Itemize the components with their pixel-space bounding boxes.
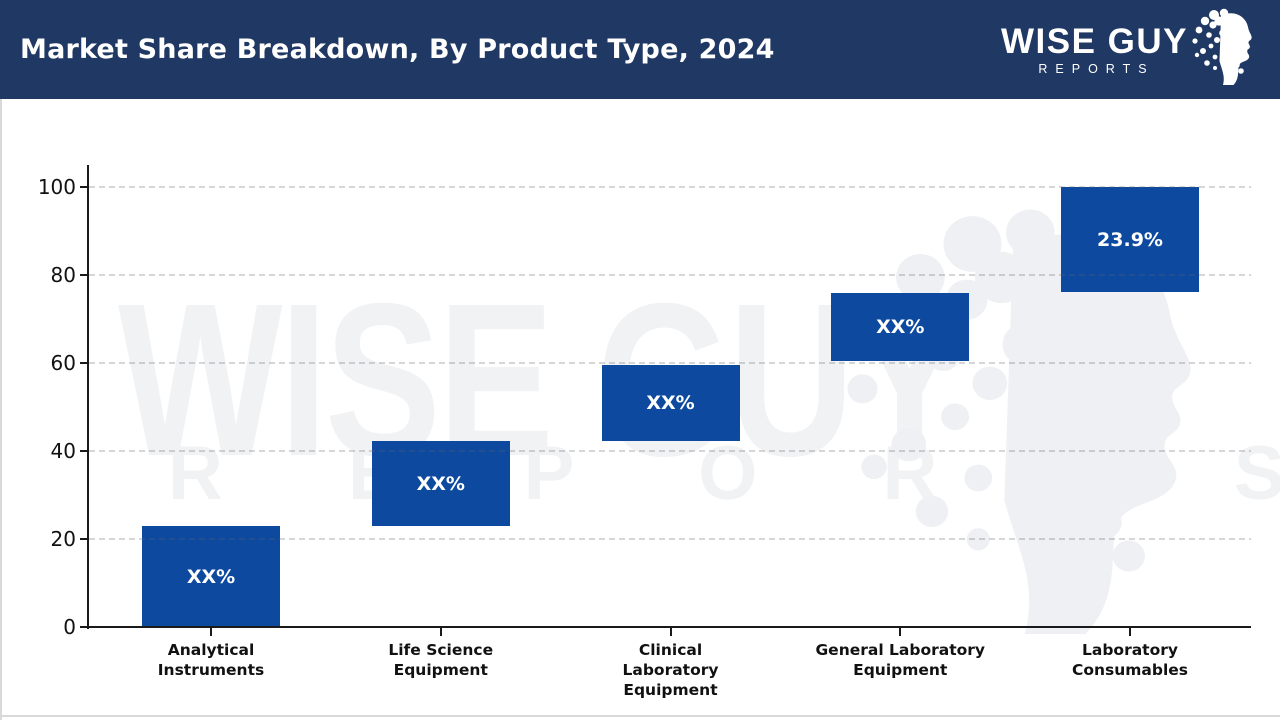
gridline-y-80	[89, 274, 1251, 276]
xtick-mark-1	[210, 628, 212, 636]
bar-value-label-2: XX%	[416, 472, 465, 495]
xtick-label-3: Clinical Laboratory Equipment	[576, 640, 766, 700]
xtick-label-line: Equipment	[853, 661, 948, 679]
xtick-mark-2	[439, 628, 442, 636]
xtick-label-2: Life Science Equipment	[346, 640, 536, 680]
ytick-mark-0	[80, 626, 89, 628]
xtick-label-line: Instruments	[157, 661, 265, 679]
xtick-label-line: Equipment	[393, 661, 488, 679]
bar-value-label-1: XX%	[186, 565, 236, 588]
bar-1	[142, 526, 280, 627]
x-axis-spine	[87, 626, 1251, 628]
xtick-label-line: Clinical	[638, 641, 703, 659]
xtick-label-5: Laboratory Consumables	[1035, 640, 1225, 680]
logo-text: WISE GUY REPORTS	[1001, 24, 1188, 76]
xtick-label-line: Analytical	[167, 641, 255, 659]
logo-face-icon	[1188, 8, 1254, 92]
bar-3	[601, 364, 740, 441]
y-axis-spine	[87, 165, 89, 629]
header: Market Share Breakdown, By Product Type,…	[0, 0, 1280, 99]
xtick-label-line: Consumables	[1071, 661, 1189, 679]
gridline-y-60	[89, 362, 1251, 364]
page-title: Market Share Breakdown, By Product Type,…	[20, 34, 775, 65]
ytick-label-100: 100	[37, 175, 76, 199]
left-edge-line	[0, 99, 2, 720]
ytick-mark-20	[80, 538, 89, 540]
bottom-edge-line	[0, 715, 1280, 717]
gridline-y-100	[89, 186, 1251, 188]
bar-value-label-3: XX%	[646, 391, 695, 414]
ytick-label-40: 40	[50, 439, 76, 463]
xtick-label-4: General Laboratory Equipment	[805, 640, 995, 680]
ytick-label-20: 20	[50, 527, 76, 551]
xtick-label-line: Laboratory	[1082, 641, 1178, 659]
xtick-label-1: Analytical Instruments	[116, 640, 306, 680]
ytick-label-80: 80	[50, 263, 76, 287]
logo-subtitle: REPORTS	[1038, 61, 1155, 76]
xtick-label-line: Equipment	[623, 681, 718, 699]
ytick-label-60: 60	[50, 351, 76, 375]
logo-wordmark: WISE GUY	[1000, 21, 1188, 61]
ytick-mark-40	[80, 450, 89, 452]
ytick-mark-100	[80, 186, 89, 188]
xtick-label-line: General Laboratory	[815, 641, 986, 659]
xtick-label-line: Life Science	[388, 641, 494, 659]
ytick-mark-80	[80, 274, 89, 276]
xtick-mark-3	[669, 628, 672, 636]
ytick-label-0: 0	[63, 615, 76, 639]
xtick-mark-4	[899, 628, 902, 636]
bar-2	[371, 440, 510, 527]
gridline-y-40	[89, 450, 1251, 452]
xtick-label-line: Laboratory	[622, 661, 719, 679]
gridline-y-20	[89, 538, 1251, 540]
ytick-mark-60	[80, 362, 89, 364]
wiseguy-logo: WISE GUY REPORTS	[1001, 8, 1254, 92]
xtick-mark-5	[1129, 628, 1131, 636]
